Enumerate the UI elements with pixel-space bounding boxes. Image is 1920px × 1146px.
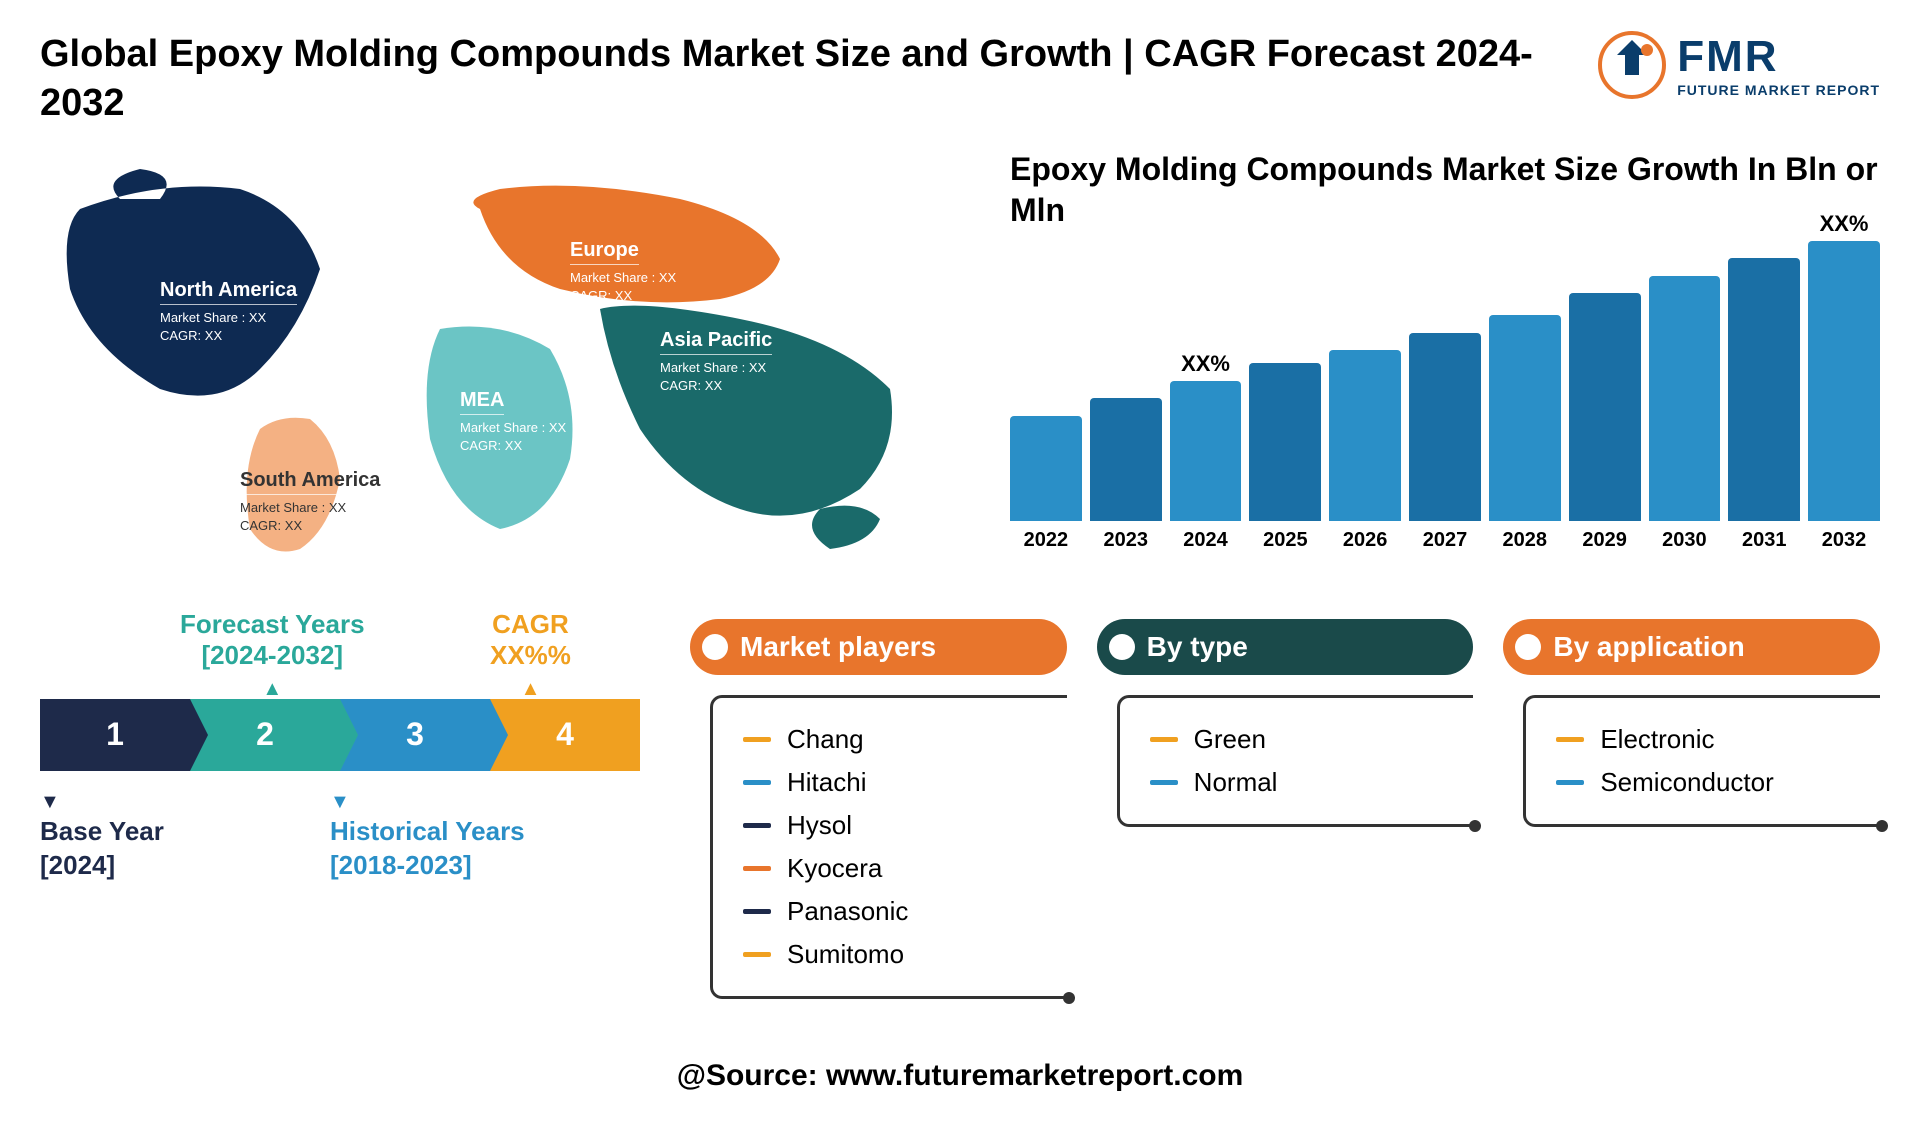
cat-header: Market players: [690, 619, 1067, 675]
bar-2024: XX%2024: [1170, 381, 1242, 552]
world-map: North AmericaMarket Share : XXCAGR: XX So…: [40, 149, 980, 569]
cat-item: Hysol: [743, 804, 1067, 847]
cat-item: Sumitomo: [743, 933, 1067, 976]
bar-2028: 2028: [1489, 315, 1561, 552]
bar-2022: 2022: [1010, 416, 1082, 552]
bar-2029: 2029: [1569, 293, 1641, 552]
cat-header: By application: [1503, 619, 1880, 675]
region-label-north-america: North AmericaMarket Share : XXCAGR: XX: [160, 279, 297, 345]
bar-2027: 2027: [1409, 333, 1481, 552]
timeline-seg-1: 1: [40, 699, 190, 771]
cat-item: Semiconductor: [1556, 761, 1880, 804]
timeline-seg-2: 2: [190, 699, 340, 771]
region-label-south-america: South AmericaMarket Share : XXCAGR: XX: [240, 469, 380, 535]
cat-item: Electronic: [1556, 718, 1880, 761]
bars-container: 20222023XX%20242025202620272028202920302…: [1010, 252, 1880, 552]
cat-header: By type: [1097, 619, 1474, 675]
bar-2026: 2026: [1329, 350, 1401, 552]
chart-title: Epoxy Molding Compounds Market Size Grow…: [1010, 149, 1880, 232]
logo-text: FMR: [1677, 32, 1880, 82]
bar-2030: 2030: [1649, 276, 1721, 552]
region-label-europe: EuropeMarket Share : XXCAGR: XX: [570, 239, 676, 305]
timeline-seg-4: 4: [490, 699, 640, 771]
source-text: @Source: www.futuremarketreport.com: [40, 1059, 1880, 1093]
bar-2032: XX%2032: [1808, 241, 1880, 552]
category-by-application: By application ElectronicSemiconductor: [1503, 619, 1880, 999]
region-label-asia-pacific: Asia PacificMarket Share : XXCAGR: XX: [660, 329, 772, 395]
category-by-type: By type GreenNormal: [1097, 619, 1474, 999]
timeline-top-label: CAGRXX%%▲: [490, 609, 571, 701]
bar-2025: 2025: [1249, 363, 1321, 552]
region-label-mea: MEAMarket Share : XXCAGR: XX: [460, 389, 566, 455]
cat-item: Green: [1150, 718, 1474, 761]
timeline-bar: 1234: [40, 699, 660, 771]
category-market-players: Market players ChangHitachiHysolKyoceraPa…: [690, 619, 1067, 999]
timeline-top-label: Forecast Years[2024-2032]▲: [180, 609, 365, 701]
bar-2023: 2023: [1090, 398, 1162, 552]
bar-2031: 2031: [1728, 258, 1800, 552]
cat-item: Panasonic: [743, 890, 1067, 933]
timeline-seg-3: 3: [340, 699, 490, 771]
cat-item: Chang: [743, 718, 1067, 761]
map-svg: [40, 149, 980, 569]
timeline-bottom-label: ▼Historical Years[2018-2023]: [330, 789, 525, 883]
cat-item: Kyocera: [743, 847, 1067, 890]
categories: Market players ChangHitachiHysolKyoceraPa…: [690, 619, 1880, 999]
logo-subtitle: FUTURE MARKET REPORT: [1677, 82, 1880, 98]
page-title: Global Epoxy Molding Compounds Market Si…: [40, 30, 1540, 129]
cat-item: Normal: [1150, 761, 1474, 804]
cat-item: Hitachi: [743, 761, 1067, 804]
logo: FMR FUTURE MARKET REPORT: [1597, 30, 1880, 100]
timeline-bottom-label: ▼Base Year[2024]: [40, 789, 164, 883]
fmr-logo-icon: [1597, 30, 1667, 100]
timeline: Forecast Years[2024-2032]▲CAGRXX%%▲ 1234…: [40, 619, 660, 771]
bar-chart: Epoxy Molding Compounds Market Size Grow…: [1010, 149, 1880, 569]
